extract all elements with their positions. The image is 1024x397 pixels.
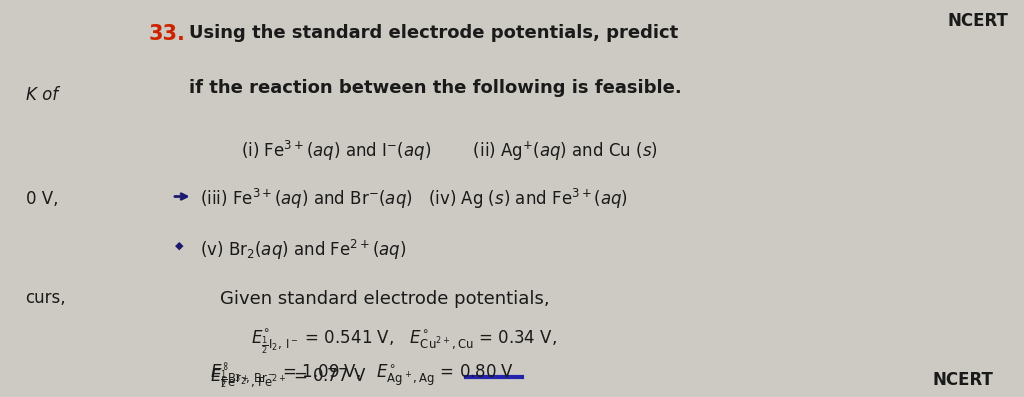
- Text: (i) Fe$^{3+}$($aq$) and I$^{-}$($aq$)        (ii) Ag$^{+}$($aq$) and Cu ($s$): (i) Fe$^{3+}$($aq$) and I$^{-}$($aq$) (i…: [241, 139, 657, 163]
- Text: Given standard electrode potentials,: Given standard electrode potentials,: [220, 290, 550, 308]
- Text: Using the standard electrode potentials, predict: Using the standard electrode potentials,…: [189, 24, 679, 42]
- Text: $E^{\circ}_{\frac{1}{2}\mathrm{I}_2,\,\mathrm{I}^-}$ = 0.541 V,   $E^{\circ}_{\m: $E^{\circ}_{\frac{1}{2}\mathrm{I}_2,\,\m…: [251, 328, 557, 356]
- Text: $E^{\circ}_{\mathrm{Fe}^{3+},\,\mathrm{Fe}^{2+}}$ = 0.77 V: $E^{\circ}_{\mathrm{Fe}^{3+},\,\mathrm{F…: [210, 365, 367, 389]
- Text: NCERT: NCERT: [933, 371, 993, 389]
- Text: 0 V,: 0 V,: [26, 189, 58, 208]
- Text: (v) Br$_2$($aq$) and Fe$^{2+}$($aq$): (v) Br$_2$($aq$) and Fe$^{2+}$($aq$): [200, 238, 407, 262]
- Text: ◆: ◆: [175, 241, 183, 251]
- Text: NCERT: NCERT: [948, 12, 1009, 30]
- Text: 33.: 33.: [148, 24, 185, 44]
- Text: $E^{\circ}_{\frac{1}{2}\mathrm{Br}_2,\,\mathrm{Br}^-}$ = 1.09 V,   $E^{\circ}_{\: $E^{\circ}_{\frac{1}{2}\mathrm{Br}_2,\,\…: [210, 361, 514, 390]
- Text: (iii) Fe$^{3+}$($aq$) and Br$^{-}$($aq$)   (iv) Ag ($s$) and Fe$^{3+}$($aq$): (iii) Fe$^{3+}$($aq$) and Br$^{-}$($aq$)…: [200, 187, 628, 211]
- Text: if the reaction between the following is feasible.: if the reaction between the following is…: [189, 79, 682, 97]
- Text: K of: K of: [26, 86, 57, 104]
- Text: curs,: curs,: [26, 289, 67, 307]
